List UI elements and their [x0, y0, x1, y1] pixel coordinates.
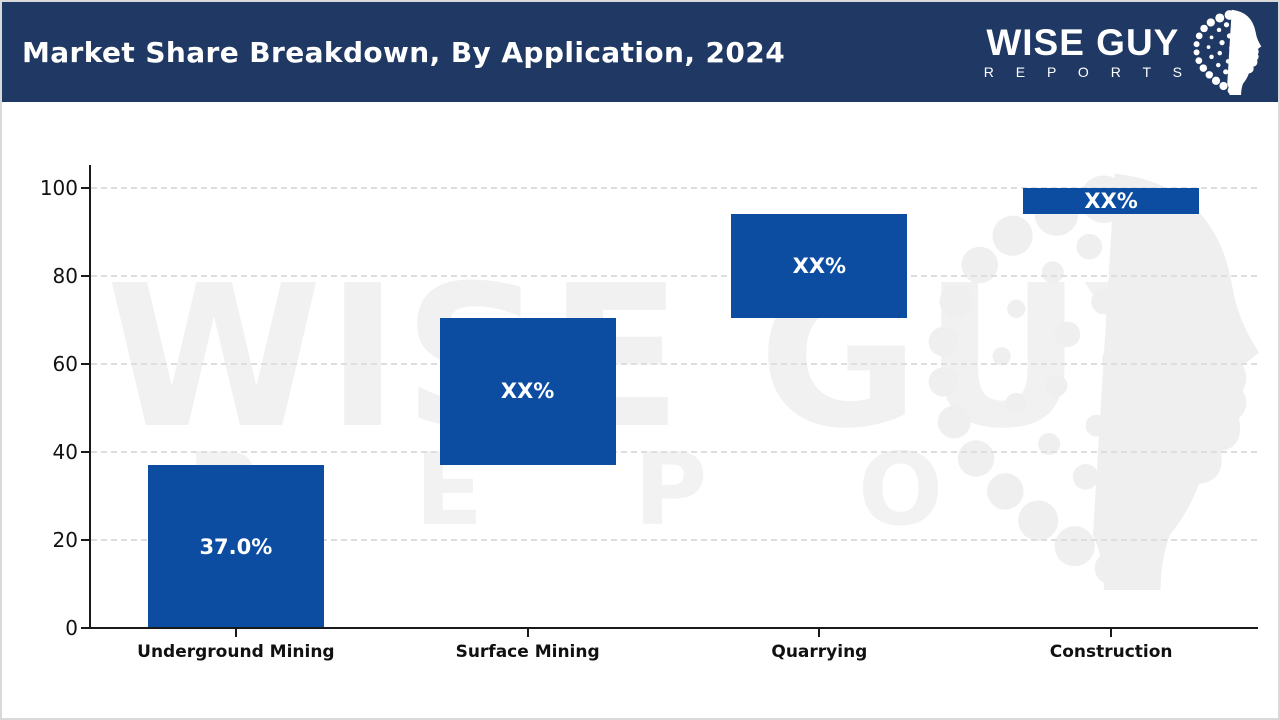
x-axis-category-label-text: Construction [1049, 642, 1173, 662]
y-axis-tick-label-text: 20 [52, 528, 78, 552]
y-axis-tick-label-text: 100 [39, 176, 78, 200]
y-axis-tick [81, 187, 89, 189]
x-axis-category-label: Construction [981, 642, 1241, 662]
x-axis-category-label-text: Quarrying [771, 642, 868, 662]
brand-dotted-head-icon [1193, 9, 1262, 95]
y-axis-tick-label-text: 80 [52, 264, 78, 288]
gridline-y20 [91, 539, 1257, 541]
page-title: Market Share Breakdown, By Application, … [22, 35, 786, 69]
brand-logo: WISE GUY R E P O R T S [984, 2, 1264, 102]
y-axis-tick-label: 20 [18, 528, 78, 552]
y-axis-tick [81, 363, 89, 365]
x-axis-tick [234, 629, 237, 637]
y-axis-tick-label-text: 40 [52, 440, 78, 464]
y-axis-tick-label-text: 0 [65, 616, 78, 640]
bar-value-label: XX% [1084, 189, 1138, 214]
watermark-dotted-head-icon [928, 173, 1260, 590]
y-axis-tick [81, 539, 89, 541]
brand-logo-text: WISE GUY R E P O R T S [984, 21, 1182, 81]
x-axis-category-label-text: Underground Mining [137, 642, 335, 662]
brand-name: WISE GUY [986, 21, 1180, 63]
bar-surface-mining: XX% [439, 317, 616, 466]
y-axis-tick-label: 40 [18, 440, 78, 464]
x-axis-line [88, 627, 1258, 629]
bar-value-label: XX% [500, 379, 555, 404]
x-axis-category-label: Surface Mining [398, 642, 658, 662]
watermark-text-wiseguy: WISE GUY [106, 244, 1233, 472]
bar-value-label: 37.0% [199, 534, 273, 559]
header-bar: Market Share Breakdown, By Application, … [2, 2, 1278, 102]
y-axis-line [89, 165, 91, 629]
brand-subname: R E P O R T S [983, 64, 1191, 81]
bar-quarrying: XX% [731, 214, 908, 318]
y-axis-tick [81, 627, 89, 629]
gridline-y80 [91, 275, 1257, 277]
gridline-y60 [91, 363, 1257, 365]
x-axis-category-label-text: Surface Mining [455, 642, 600, 662]
y-axis-tick-label: 80 [18, 264, 78, 288]
gridline-y40 [91, 451, 1257, 453]
bar-value-label: XX% [792, 254, 847, 279]
bar-construction: XX% [1023, 188, 1200, 215]
bar-underground-mining: 37.0% [147, 465, 324, 628]
x-axis-category-label: Underground Mining [106, 642, 366, 662]
y-axis-tick [81, 275, 89, 277]
y-axis-tick-label: 100 [18, 176, 78, 200]
y-axis-tick-label: 60 [18, 352, 78, 376]
y-axis-tick [81, 451, 89, 453]
y-axis-tick-label-text: 60 [52, 352, 78, 376]
x-axis-tick [818, 629, 821, 637]
gridline-y100 [91, 187, 1257, 189]
y-axis-tick-label: 0 [18, 616, 78, 640]
x-axis-tick [526, 629, 529, 637]
x-axis-category-label: Quarrying [689, 642, 949, 662]
x-axis-tick [1110, 629, 1113, 637]
